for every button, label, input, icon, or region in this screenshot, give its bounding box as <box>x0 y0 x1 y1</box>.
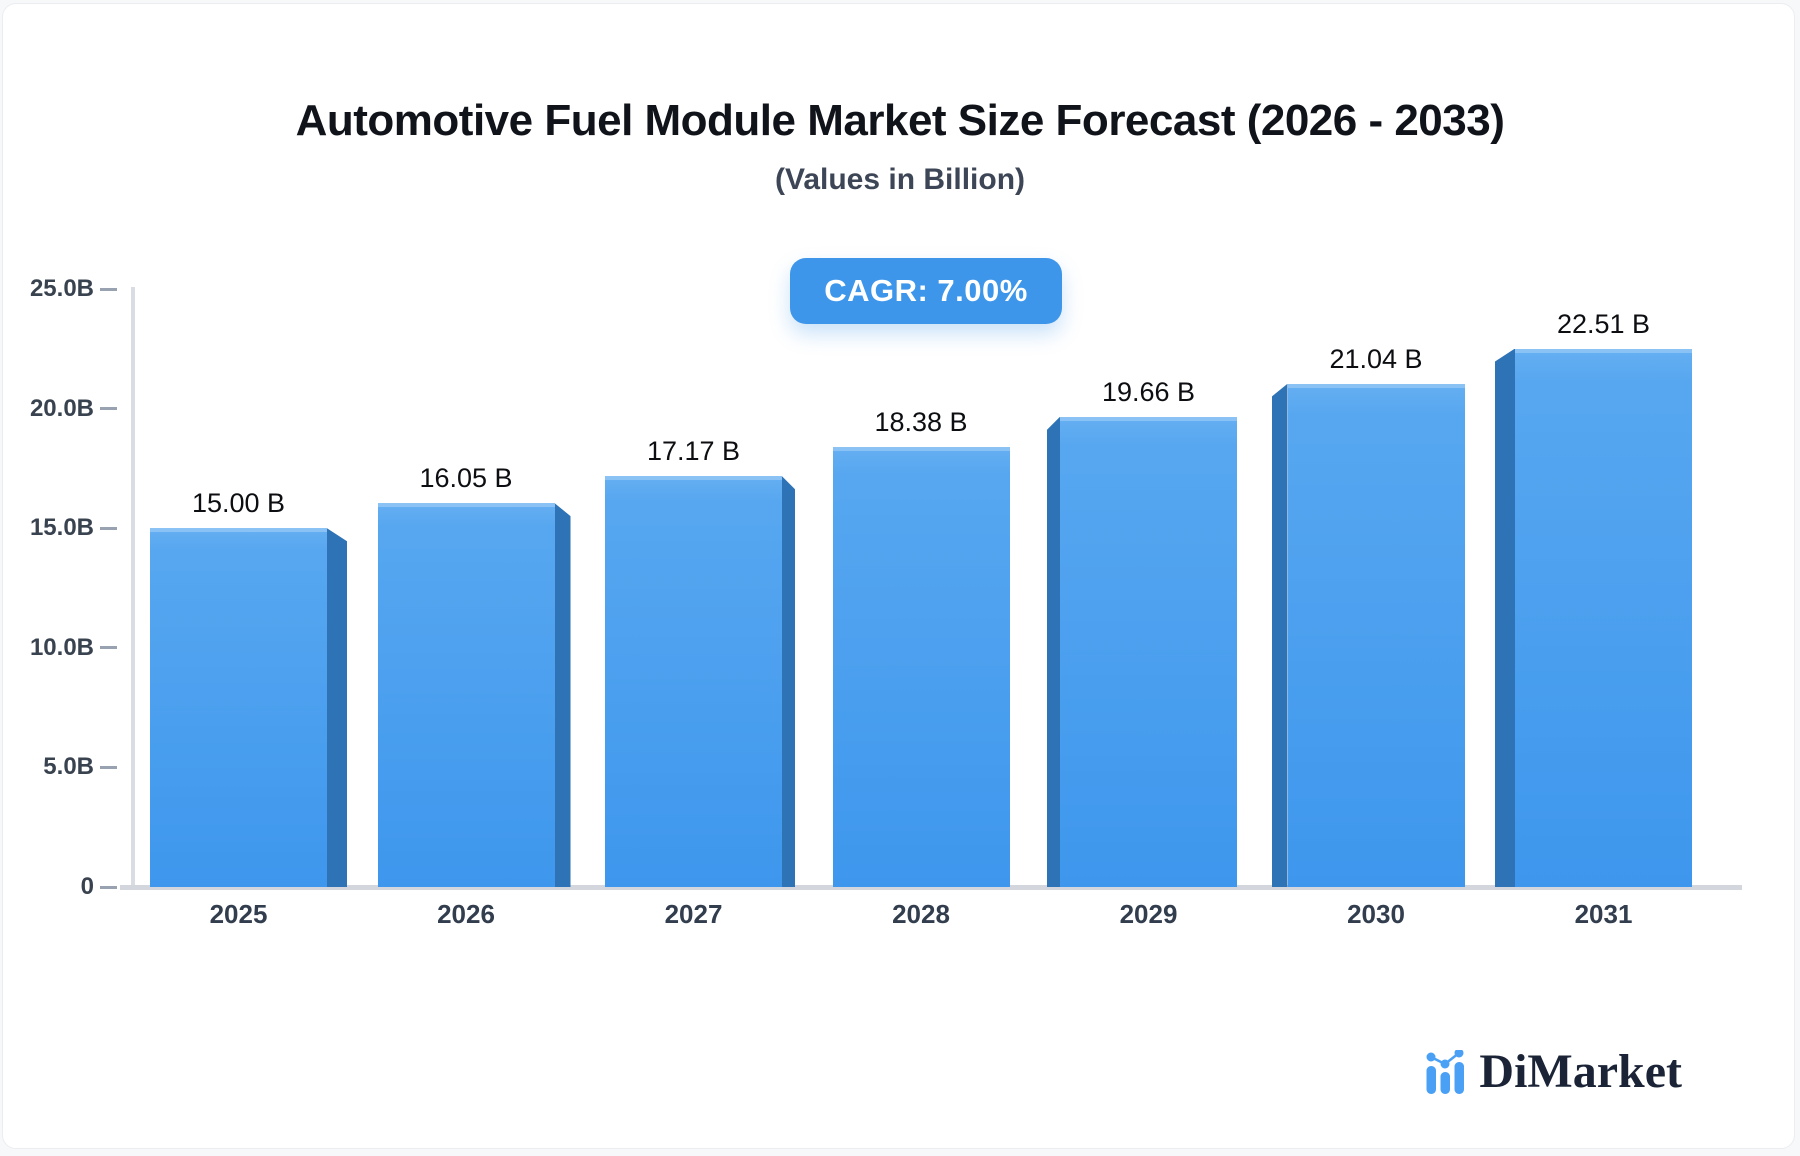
x-axis-category-label: 2028 <box>892 899 950 929</box>
y-axis-tick <box>100 646 117 650</box>
y-axis-tick-label: 5.0B <box>43 753 94 781</box>
x-axis-line <box>120 885 1742 890</box>
bar-side-face <box>327 528 347 887</box>
y-axis-tick <box>100 885 117 889</box>
cagr-badge: CAGR: 7.00% <box>790 258 1062 324</box>
bar-side-face <box>1495 348 1515 887</box>
y-axis-tick-label: 0 <box>80 873 94 900</box>
y-axis-tick-label: 25.0B <box>29 275 94 302</box>
y-axis-tick <box>100 765 117 769</box>
bar-value-label: 18.38 B <box>874 407 968 438</box>
bar <box>832 447 1010 887</box>
bar-side-face <box>1271 383 1288 887</box>
bar <box>1287 383 1465 887</box>
bar-side-face <box>782 476 795 887</box>
x-axis-category-label: 2029 <box>1119 899 1178 929</box>
y-axis-line <box>131 287 135 889</box>
dimarket-logo: DiMarket <box>1425 1048 1682 1096</box>
x-axis-category-label: 2030 <box>1347 899 1405 929</box>
bar-side-face <box>554 503 571 887</box>
x-axis-category-label: 2026 <box>437 899 495 929</box>
y-axis-tick <box>100 287 117 291</box>
logo-wordmark: DiMarket <box>1479 1045 1682 1098</box>
bar-value-label: 16.05 B <box>419 463 513 494</box>
bar <box>605 476 782 887</box>
x-axis-category-label: 2031 <box>1574 899 1633 929</box>
y-axis-tick-label: 15.0B <box>29 514 94 542</box>
cagr-badge-label: CAGR: 7.00% <box>824 273 1028 308</box>
bar-chart-logo-icon <box>1426 1050 1465 1094</box>
y-axis-tick-label: 20.0B <box>29 394 94 422</box>
bar <box>1060 416 1237 887</box>
bar <box>377 503 555 887</box>
bar <box>1515 348 1692 887</box>
bar-value-label: 17.17 B <box>646 436 741 467</box>
page-subtitle: (Values in Billion) <box>774 163 1026 196</box>
y-axis-tick <box>100 526 117 530</box>
bar-value-label: 19.66 B <box>1101 376 1196 407</box>
page-title: Automotive Fuel Module Market Size Forec… <box>295 96 1505 145</box>
bar-value-label: 22.51 B <box>1556 308 1651 339</box>
bar <box>150 528 327 887</box>
y-axis-tick <box>100 407 117 411</box>
y-axis-tick-label: 10.0B <box>29 633 94 661</box>
bar-value-label: 15.00 B <box>191 488 286 519</box>
x-axis-category-label: 2027 <box>664 899 723 929</box>
bar-side-face <box>1047 416 1060 887</box>
bar-value-label: 21.04 B <box>1329 343 1423 374</box>
x-axis-category-label: 2025 <box>209 899 268 929</box>
